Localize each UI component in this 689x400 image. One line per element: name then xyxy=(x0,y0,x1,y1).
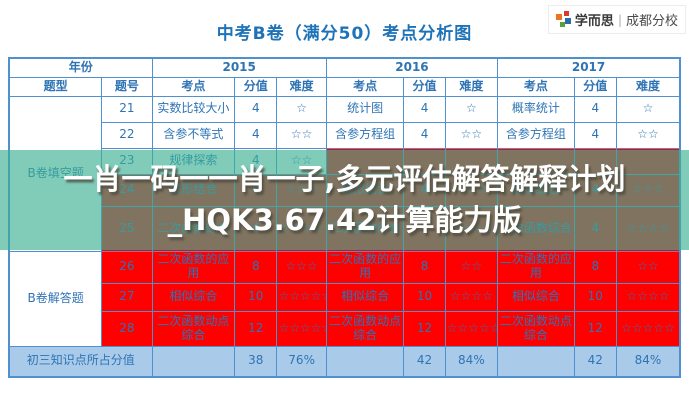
brand-divider: | xyxy=(617,12,622,27)
exam-point-cell: 二次函数的应用 xyxy=(325,250,405,284)
difficulty-cell: ☆☆ xyxy=(615,250,681,284)
exam-point-cell: 相似综合 xyxy=(497,282,575,312)
difficulty-cell: ☆ xyxy=(615,95,681,123)
year-header-row: 年份 2015 2016 2017 xyxy=(8,57,681,78)
score-cell: 10 xyxy=(573,282,617,312)
page-title: 中考B卷（满分50）考点分析图 xyxy=(216,24,473,44)
score-cell: 8 xyxy=(234,250,278,284)
difficulty-cell: ☆☆☆☆☆ xyxy=(276,282,327,312)
summary-score-cell: 38 xyxy=(234,345,278,378)
column-header-row: 题型 题号 考点 分值 难度 考点 分值 难度 考点 分值 难度 xyxy=(8,76,681,97)
difficulty-cell: ☆☆☆☆☆ xyxy=(276,310,327,347)
year-2015-cell: 2015 xyxy=(151,57,327,78)
table-row-28: 28 二次函数动点综合 12 ☆☆☆☆☆ 二次函数动点综合 12 ☆☆☆☆☆ 二… xyxy=(9,310,681,347)
summary-percent-cell: 84% xyxy=(444,345,499,378)
col-header-score: 分值 xyxy=(403,76,446,97)
summary-cell xyxy=(325,345,405,378)
summary-cell xyxy=(151,345,236,378)
col-header-difficulty: 难度 xyxy=(615,76,681,97)
difficulty-cell: ☆☆ xyxy=(276,121,327,149)
summary-row: 初三知识点所占分值 38 76% 42 84% 42 84% xyxy=(8,345,681,378)
score-cell: 4 xyxy=(234,121,278,149)
difficulty-cell: ☆☆☆☆ xyxy=(615,282,681,312)
year-header-cell: 年份 xyxy=(8,57,153,78)
brand-branch-name: 成都分校 xyxy=(625,14,678,29)
difficulty-cell: ☆☆☆☆☆ xyxy=(615,310,681,347)
exam-point-cell: 二次函数的应用 xyxy=(151,250,236,284)
difficulty-cell: ☆☆☆☆☆ xyxy=(444,310,499,347)
col-header-difficulty: 难度 xyxy=(444,76,499,97)
col-header-point: 考点 xyxy=(497,76,575,97)
exam-point-cell: 含参不等式 xyxy=(151,121,236,149)
score-cell: 4 xyxy=(403,95,446,123)
col-header-point: 考点 xyxy=(151,76,236,97)
exam-point-cell: 概率统计 xyxy=(497,95,575,123)
watermark-overlay-banner: 一肖一码一一肖一子,多元评估解答解释计划 _HQK3.67.42计算能力版 xyxy=(0,150,689,250)
difficulty-cell: ☆ xyxy=(276,95,327,123)
difficulty-cell: ☆☆ xyxy=(444,121,499,149)
difficulty-cell: ☆ xyxy=(444,95,499,123)
exam-point-cell: 含参方程组 xyxy=(325,121,405,149)
watermark-text-line2: _HQK3.67.42计算能力版 xyxy=(167,203,522,237)
col-header-score: 分值 xyxy=(573,76,617,97)
question-type-answer: B卷解答题 xyxy=(8,250,103,347)
score-cell: 4 xyxy=(234,95,278,123)
summary-cell xyxy=(497,345,575,378)
score-cell: 10 xyxy=(403,282,446,312)
brand-logo-icon xyxy=(555,11,571,28)
col-header-score: 分值 xyxy=(234,76,278,97)
score-cell: 12 xyxy=(234,310,278,347)
exam-point-cell: 相似综合 xyxy=(151,282,236,312)
question-number-cell: 21 xyxy=(101,95,153,123)
col-header-type: 题型 xyxy=(8,76,103,97)
table-row-22: 22 含参不等式 4 ☆☆ 含参方程组 4 ☆☆ 含参方程组 4 ☆☆ xyxy=(9,121,681,149)
summary-percent-cell: 84% xyxy=(615,345,681,378)
difficulty-cell: ☆☆☆☆ xyxy=(444,282,499,312)
exam-point-cell: 二次函数动点综合 xyxy=(325,310,405,347)
col-header-number: 题号 xyxy=(101,76,153,97)
brand-name: 学而思 xyxy=(574,14,614,29)
exam-point-cell: 含参方程组 xyxy=(497,121,575,149)
question-number-cell: 27 xyxy=(101,282,153,312)
summary-label-cell: 初三知识点所占分值 xyxy=(8,345,153,378)
score-cell: 12 xyxy=(573,310,617,347)
table-row-26: B卷解答题 26 二次函数的应用 8 ☆☆☆ 二次函数的应用 8 ☆☆ 二次函数… xyxy=(8,250,681,347)
difficulty-cell: ☆☆ xyxy=(615,121,681,149)
score-cell: 4 xyxy=(403,121,446,149)
year-2017-cell: 2017 xyxy=(497,57,681,78)
score-cell: 12 xyxy=(403,310,446,347)
brand-logo: 学而思 | 成都分校 xyxy=(547,5,686,34)
score-cell: 10 xyxy=(234,282,278,312)
exam-point-cell: 统计图 xyxy=(325,95,405,123)
exam-point-cell: 二次函数动点综合 xyxy=(497,310,575,347)
col-header-point: 考点 xyxy=(325,76,405,97)
difficulty-cell: ☆☆ xyxy=(444,250,499,284)
score-cell: 4 xyxy=(573,95,617,123)
watermark-text-line1: 一肖一码一一肖一子,多元评估解答解释计划 xyxy=(63,162,626,197)
summary-percent-cell: 76% xyxy=(276,345,327,378)
question-number-cell: 26 xyxy=(101,250,153,284)
score-cell: 8 xyxy=(573,250,617,284)
score-cell: 4 xyxy=(573,121,617,149)
summary-score-cell: 42 xyxy=(573,345,617,378)
exam-point-cell: 二次函数动点综合 xyxy=(151,310,236,347)
table-row-21: B卷填空题 21 实数比较大小 4 ☆ 统计图 4 ☆ 概率统计 4 ☆ xyxy=(8,95,681,252)
question-number-cell: 22 xyxy=(101,121,153,149)
summary-score-cell: 42 xyxy=(403,345,446,378)
exam-point-cell: 实数比较大小 xyxy=(151,95,236,123)
score-cell: 8 xyxy=(403,250,446,284)
col-header-difficulty: 难度 xyxy=(276,76,327,97)
exam-point-cell: 二次函数的应用 xyxy=(497,250,575,284)
question-number-cell: 28 xyxy=(101,310,153,347)
year-2016-cell: 2016 xyxy=(325,57,499,78)
exam-point-cell: 相似综合 xyxy=(325,282,405,312)
difficulty-cell: ☆☆☆ xyxy=(276,250,327,284)
table-row-27: 27 相似综合 10 ☆☆☆☆☆ 相似综合 10 ☆☆☆☆ 相似综合 10 ☆☆… xyxy=(9,282,681,312)
